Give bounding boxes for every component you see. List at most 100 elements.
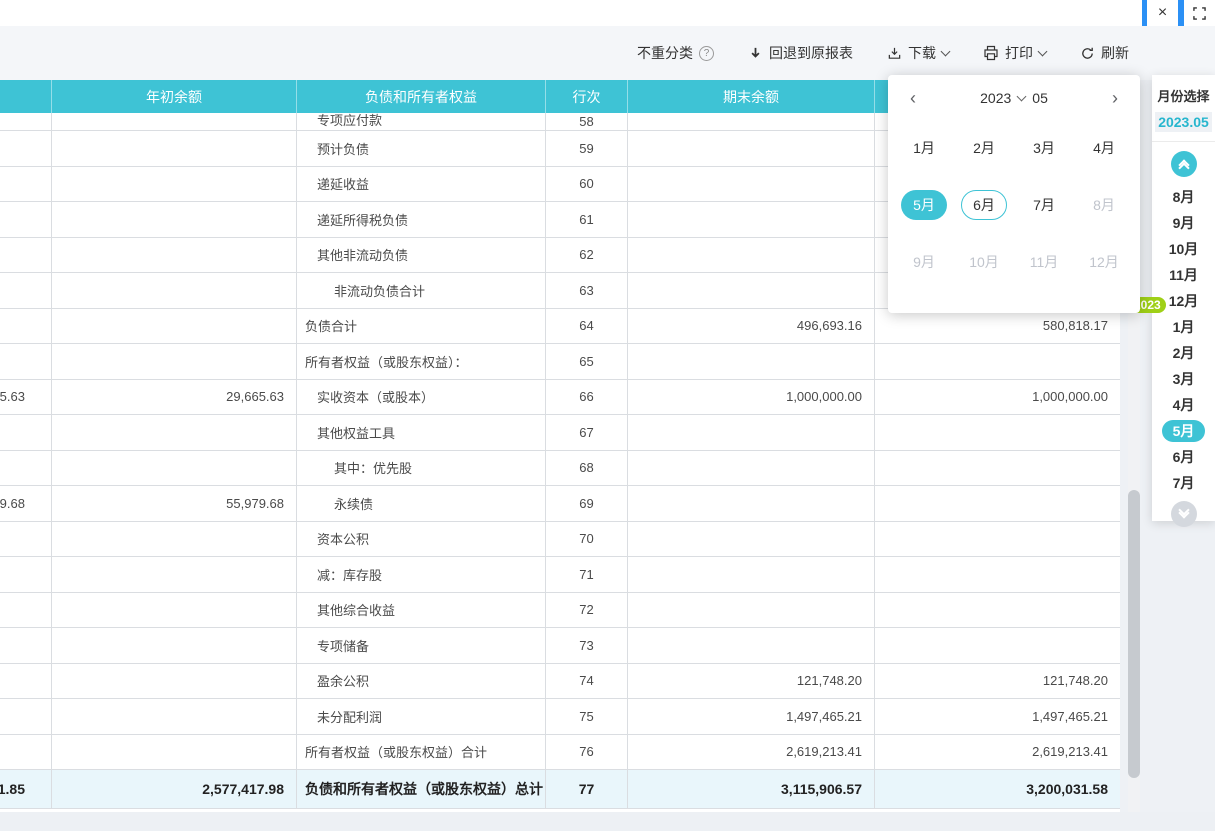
calendar-month-2[interactable]: 2月 [973,140,995,156]
picker-month-label: 05 [1032,90,1048,106]
cell-begin [52,166,297,201]
cell-next: 121,748.20 [1042,673,1108,689]
sidebar-month-label: 3月 [1172,371,1195,387]
print-button[interactable]: 打印 [983,43,1048,63]
download-label: 下载 [908,45,936,61]
calendar-month-4[interactable]: 4月 [1093,140,1115,156]
sidebar-month-item[interactable]: 2月 [1152,340,1215,366]
no-reclassify-toggle[interactable]: 不重分类 ? [637,43,714,63]
cell-next: 580,818.17 [1042,318,1108,334]
calendar-month-7[interactable]: 7月 [1033,197,1055,213]
cell-line: 68 [546,450,628,485]
date-picker-popup: ‹ 2023 05 › 1月 2月 3月 4月 5月 6月 7月 8月 9月 10月 11月 12月 [888,75,1140,313]
calendar-cell: 9月 [894,247,954,277]
cell-clip [0,237,52,272]
table-row: 资本公积 70 [0,521,1120,557]
help-icon[interactable]: ? [699,45,714,61]
cell-end [628,557,875,592]
sidebar-month-label: 5月 [1161,420,1206,442]
report-toolbar: 不重分类 ? 回退到原报表 下载 打印 刷新 [0,26,1215,80]
sidebar-month-label: 1月 [1172,319,1195,335]
cell-name: 永续债 [297,486,546,521]
calendar-month-5[interactable]: 5月 [901,190,947,220]
close-button[interactable]: × [1147,0,1178,26]
cell-end [628,592,875,627]
calendar-cell: 12月 [1074,247,1134,277]
cell-clip: 1.85 [0,770,52,808]
sidebar-month-item[interactable]: 4月 [1152,392,1215,418]
sidebar-month-item[interactable]: 8月 [1152,184,1215,210]
sidebar-month-item[interactable]: 11月 [1152,262,1215,288]
cell-clip [0,273,52,308]
cell-end [628,273,875,308]
calendar-cell: 4月 [1074,133,1134,163]
download-button[interactable]: 下载 [887,43,951,63]
calendar-month-grid: 1月 2月 3月 4月 5月 6月 7月 8月 9月 10月 11月 12月 [888,121,1140,277]
cell-clip [0,131,52,166]
calendar-cell: 2月 [954,133,1014,163]
prev-year-icon[interactable]: ‹ [910,88,916,108]
sidebar-month-item[interactable]: 12月 [1152,288,1215,314]
calendar-cell: 6月 [954,190,1014,220]
sidebar-month-item[interactable]: 9月 [1152,210,1215,236]
cell-clip [0,344,52,379]
cell-begin [52,663,297,698]
sidebar-month-item[interactable]: 7月 [1152,470,1215,496]
cell-clip [0,734,52,769]
cell-end: 2,619,213.41 [628,734,875,769]
cell-clip [0,521,52,556]
cell-name: 预计负债 [297,131,546,166]
cell-begin [52,699,297,734]
picker-year-label: 2023 [980,90,1012,106]
calendar-month-6[interactable]: 6月 [961,190,1007,220]
table-row: 65.6329,665.63实收资本（或股本）661,000,000.001,0… [0,379,1120,415]
table-row: 所有者权益（或股东权益）： 65 [0,344,1120,380]
vertical-scrollbar-thumb[interactable] [1128,490,1140,778]
cell-name: 减：库存股 [297,557,546,592]
cell-line: 76 [546,734,628,769]
cell-next [875,628,1120,663]
year-month-selector[interactable]: 2023 05 [980,90,1048,106]
calendar-month-3[interactable]: 3月 [1033,140,1055,156]
calendar-cell: 5月 [894,190,954,220]
calendar-month-1[interactable]: 1月 [913,140,935,156]
scroll-up-button[interactable] [1170,151,1197,177]
fullscreen-button[interactable] [1184,0,1215,26]
next-year-icon[interactable]: › [1111,88,1118,108]
cell-line: 60 [546,166,628,201]
month-list: 8月 9月 10月 11月 12月 1月 2月 3月 4月 5月 6月 7月 [1152,184,1215,496]
cell-name: 所有者权益（或股东权益）合计 [297,734,546,769]
cell-end [628,202,875,237]
sidebar-month-item[interactable]: 3月 [1152,366,1215,392]
scroll-down-button[interactable] [1170,501,1197,527]
print-icon [983,45,999,61]
sidebar-month-item[interactable]: 5月 [1152,418,1215,444]
cell-next [875,415,1120,450]
cell-clip [0,166,52,201]
cell-line: 62 [546,237,628,272]
refresh-button[interactable]: 刷新 [1080,43,1129,63]
vertical-scrollbar-track[interactable] [1128,313,1140,812]
table-row: 减：库存股 71 [0,557,1120,593]
cell-name: 其中：优先股 [297,450,546,485]
cell-line: 72 [546,592,628,627]
cell-next [875,486,1120,521]
revert-report-button[interactable]: 回退到原报表 [748,43,853,63]
table-row: 盈余公积 74 121,748.20 121,748.20 [0,663,1120,699]
calendar-month-10: 10月 [969,254,999,270]
chevron-down-icon [1037,46,1048,56]
cell-end [628,237,875,272]
cell-clip [0,592,52,627]
sidebar-month-item[interactable]: 1月 [1152,314,1215,340]
cell-begin [52,344,297,379]
cell-next: 1,497,465.21 [1032,708,1108,724]
cell-line: 67 [546,415,628,450]
calendar-month-11: 11月 [1029,254,1059,270]
cell-next [875,593,1120,628]
sidebar-month-item[interactable]: 10月 [1152,236,1215,262]
cell-clip [0,308,52,343]
sidebar-month-label: 7月 [1172,475,1195,491]
sidebar-month-item[interactable]: 6月 [1152,444,1215,470]
current-period-label[interactable]: 2023.05 [1155,112,1212,132]
horizontal-scrollbar-track[interactable] [0,812,1215,831]
